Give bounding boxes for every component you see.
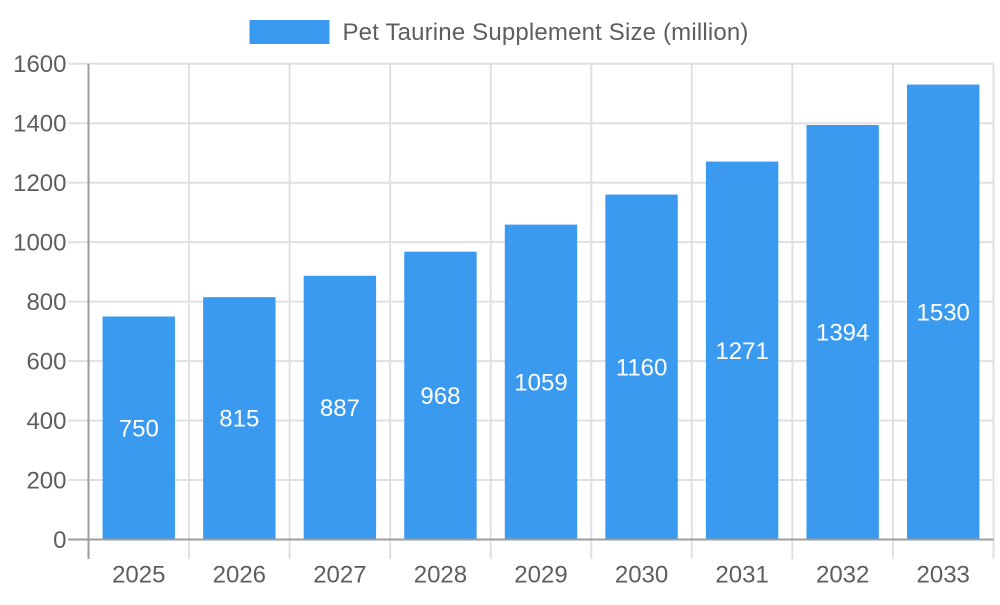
svg-text:2029: 2029 [514,561,567,588]
svg-text:1400: 1400 [13,111,66,138]
svg-text:968: 968 [420,383,460,410]
svg-text:2025: 2025 [112,561,165,588]
svg-text:2030: 2030 [615,561,668,588]
svg-text:0: 0 [53,527,66,554]
svg-text:815: 815 [219,406,259,433]
svg-text:1530: 1530 [917,299,970,326]
svg-text:887: 887 [320,395,360,422]
svg-text:1160: 1160 [616,354,668,381]
svg-text:600: 600 [26,348,66,375]
svg-text:2033: 2033 [917,561,970,588]
svg-text:400: 400 [26,408,66,435]
svg-text:750: 750 [119,415,159,442]
svg-text:1600: 1600 [13,51,66,78]
svg-text:800: 800 [26,289,66,316]
svg-text:1271: 1271 [715,338,768,365]
svg-text:1059: 1059 [514,369,567,396]
svg-text:2028: 2028 [414,561,467,588]
svg-text:Pet Taurine Supplement Size (m: Pet Taurine Supplement Size (million) [343,19,749,46]
svg-text:2027: 2027 [313,561,366,588]
svg-text:2026: 2026 [213,561,266,588]
svg-text:1000: 1000 [13,229,66,256]
svg-text:2031: 2031 [715,561,768,588]
svg-text:1200: 1200 [13,170,66,197]
svg-text:1394: 1394 [816,320,869,347]
svg-text:200: 200 [26,467,66,494]
svg-text:2032: 2032 [816,561,869,588]
